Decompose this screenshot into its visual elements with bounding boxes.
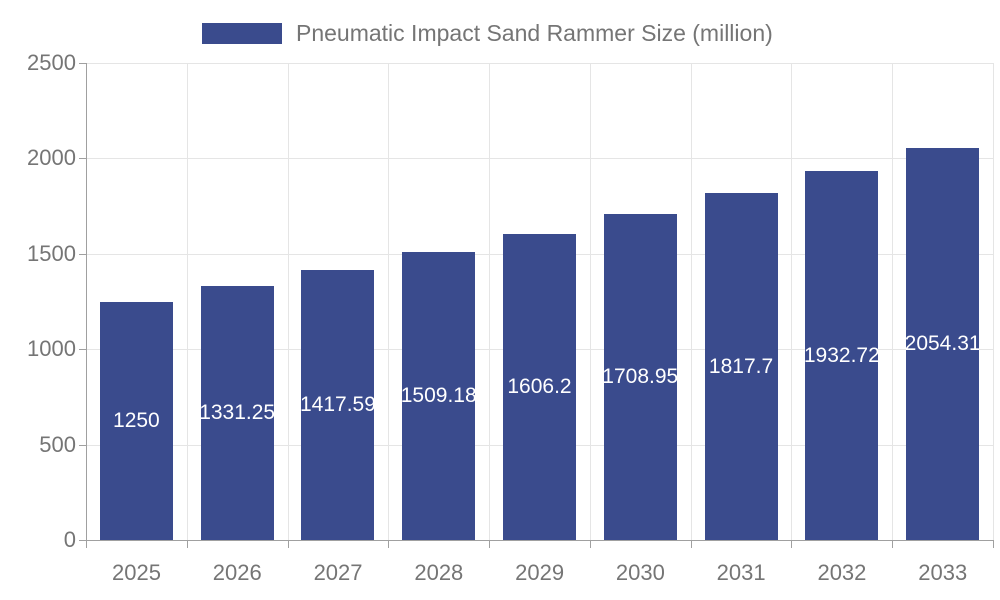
x-axis-line — [86, 540, 993, 541]
bar: 1817.7 — [704, 193, 778, 540]
bar-value-label: 1932.72 — [805, 343, 879, 367]
x-axis-tick-label: 2025 — [112, 560, 161, 585]
y-axis-tick — [79, 444, 86, 446]
gridline-vertical — [892, 63, 894, 540]
gridline-vertical — [489, 63, 491, 540]
legend: Pneumatic Impact Sand Rammer Size (milli… — [202, 20, 773, 46]
y-axis-tick — [79, 253, 86, 255]
x-axis-tick-label: 2027 — [313, 560, 363, 585]
y-axis-tick-label: 1000 — [27, 336, 76, 362]
y-axis-tick-label: 2000 — [27, 145, 76, 171]
gridline-horizontal — [86, 158, 993, 160]
gridline-vertical — [589, 63, 591, 540]
x-axis-tick — [589, 540, 591, 548]
bar-value-label: 1250 — [113, 408, 160, 432]
x-axis-tick — [287, 540, 289, 548]
bar: 2054.31 — [906, 148, 980, 540]
bar-value-label: 1606.2 — [507, 374, 572, 398]
x-axis-tick — [86, 540, 87, 548]
bar: 1708.95 — [603, 213, 677, 540]
x-axis-tick-label: 2032 — [817, 560, 867, 585]
x-axis-tick — [186, 540, 188, 548]
bar-value-label: 2054.31 — [906, 332, 980, 355]
gridline-vertical — [690, 63, 692, 540]
bar: 1417.59 — [301, 269, 375, 540]
bar: 1606.2 — [503, 233, 576, 540]
y-axis-tick — [79, 158, 86, 160]
gridline-vertical — [287, 63, 289, 540]
x-axis-tick — [993, 540, 994, 548]
legend-swatch — [202, 22, 282, 44]
bar-value-label: 1708.95 — [603, 364, 677, 388]
gridline-horizontal — [86, 63, 993, 64]
y-axis-tick — [79, 63, 86, 64]
gridline-vertical — [388, 63, 390, 540]
y-axis-tick-label: 500 — [39, 431, 76, 457]
x-axis-tick-label: 2029 — [515, 560, 565, 585]
y-axis-tick — [79, 540, 86, 541]
bar: 1932.72 — [805, 171, 879, 540]
x-axis-tick — [892, 540, 894, 548]
x-axis-tick — [690, 540, 692, 548]
bar-value-label: 1509.18 — [402, 384, 476, 408]
bar: 1509.18 — [402, 252, 476, 540]
x-axis-tick-label: 2026 — [212, 560, 262, 585]
y-axis-line — [86, 63, 87, 540]
bar-value-label: 1417.59 — [301, 392, 375, 416]
y-axis-tick-label: 2500 — [27, 50, 76, 75]
y-axis-tick — [79, 349, 86, 351]
x-axis-tick — [388, 540, 390, 548]
gridline-vertical — [186, 63, 188, 540]
bar: 1331.25 — [200, 285, 274, 540]
y-axis-tick-label: 1500 — [27, 240, 76, 266]
gridline-vertical — [791, 63, 793, 540]
x-axis-tick-label: 2031 — [716, 560, 766, 585]
x-axis-tick-label: 2033 — [918, 560, 968, 585]
x-axis-tick-label: 2030 — [615, 560, 665, 585]
gridline-vertical — [993, 63, 994, 540]
x-axis-tick — [791, 540, 793, 548]
x-axis-tick — [489, 540, 491, 548]
y-axis-tick-label: 0 — [63, 527, 76, 552]
legend-label: Pneumatic Impact Sand Rammer Size (milli… — [296, 19, 773, 46]
bar-value-label: 1331.25 — [200, 400, 274, 424]
bar: 1250 — [99, 301, 173, 540]
bar-value-label: 1817.7 — [708, 354, 774, 378]
x-axis-tick-label: 2028 — [414, 560, 464, 585]
